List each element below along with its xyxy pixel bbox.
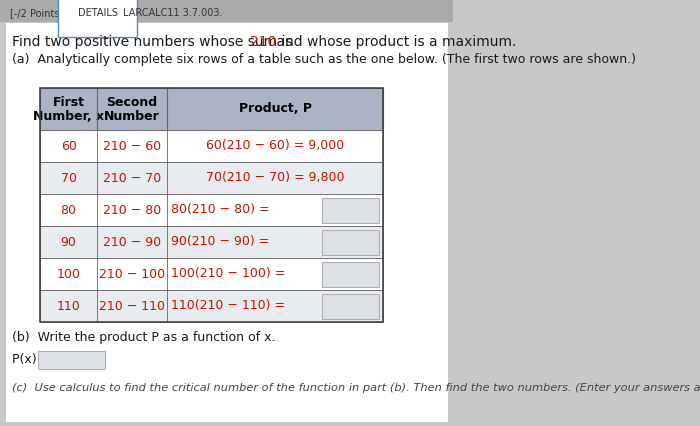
Text: 210 − 90: 210 − 90: [103, 236, 161, 248]
Text: Number, x: Number, x: [33, 109, 104, 123]
Bar: [38, 351, 106, 369]
Text: 210 − 70: 210 − 70: [103, 172, 161, 184]
Text: LARCALC11 3.7.003.: LARCALC11 3.7.003.: [123, 8, 223, 18]
Text: (c)  Use calculus to find the critical number of the function in part (b). Then : (c) Use calculus to find the critical nu…: [12, 383, 700, 393]
Bar: [40, 130, 383, 162]
Bar: [0, 0, 453, 22]
Bar: [322, 230, 379, 254]
Bar: [40, 162, 383, 194]
Text: 70: 70: [61, 172, 76, 184]
Text: 60: 60: [61, 139, 76, 153]
Text: 60(210 − 60) = 9,000: 60(210 − 60) = 9,000: [206, 139, 344, 153]
Bar: [40, 194, 383, 226]
Text: 80: 80: [61, 204, 76, 216]
Text: Find two positive numbers whose sum is: Find two positive numbers whose sum is: [12, 35, 297, 49]
Bar: [40, 88, 383, 130]
Bar: [322, 294, 379, 319]
Bar: [322, 262, 379, 287]
Text: 90: 90: [61, 236, 76, 248]
Bar: [40, 88, 383, 322]
Text: (a)  Analytically complete six rows of a table such as the one below. (The first: (a) Analytically complete six rows of a …: [12, 54, 636, 66]
Bar: [322, 198, 379, 222]
Bar: [40, 226, 383, 258]
Bar: [40, 258, 383, 290]
Text: First: First: [52, 97, 85, 109]
Text: DETAILS: DETAILS: [78, 8, 118, 18]
Text: Second: Second: [106, 97, 158, 109]
Text: 100(210 − 100) =: 100(210 − 100) =: [171, 268, 285, 280]
Text: 70(210 − 70) = 9,800: 70(210 − 70) = 9,800: [206, 172, 344, 184]
Text: 210 − 80: 210 − 80: [103, 204, 161, 216]
Text: Product, P: Product, P: [239, 103, 312, 115]
Text: 210 − 100: 210 − 100: [99, 268, 165, 280]
Text: 210 − 60: 210 − 60: [103, 139, 161, 153]
Bar: [40, 290, 383, 322]
Text: [-/2 Points]: [-/2 Points]: [10, 8, 63, 18]
Text: 210 − 110: 210 − 110: [99, 299, 165, 313]
Text: 210: 210: [250, 35, 276, 49]
Text: 90(210 − 90) =: 90(210 − 90) =: [171, 236, 270, 248]
Text: 80(210 − 80) =: 80(210 − 80) =: [171, 204, 270, 216]
Text: P(x) =: P(x) =: [12, 354, 51, 366]
Text: (b)  Write the product P as a function of x.: (b) Write the product P as a function of…: [12, 331, 275, 345]
Text: and whose product is a maximum.: and whose product is a maximum.: [272, 35, 516, 49]
Text: Number: Number: [104, 109, 160, 123]
Text: 100: 100: [57, 268, 80, 280]
Text: 110: 110: [57, 299, 80, 313]
Text: 110(210 − 110) =: 110(210 − 110) =: [171, 299, 285, 313]
